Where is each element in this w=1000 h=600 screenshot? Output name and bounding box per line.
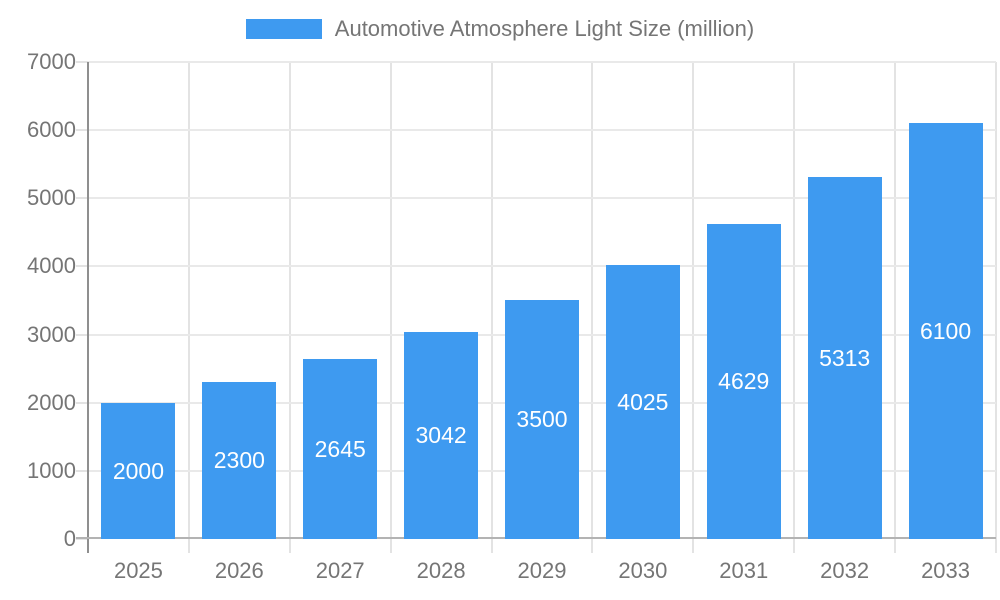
y-axis-label: 4000 [27,253,76,279]
bar: 2645 [303,359,378,539]
v-gridline [995,62,997,553]
y-tick [76,197,88,200]
h-gridline [88,197,996,200]
v-gridline [490,62,493,553]
y-axis-label: 1000 [27,457,76,483]
bar-value-label: 5313 [819,344,871,371]
x-axis-label: 2028 [416,558,466,583]
bar: 5313 [807,177,882,539]
h-gridline [88,61,996,63]
bar-value-label: 3500 [516,406,568,432]
y-axis-label: 6000 [27,117,76,143]
chart-legend: Automotive Atmosphere Light Size (millio… [0,16,1000,42]
y-tick [76,469,88,472]
y-axis-label: 7000 [27,49,76,74]
y-axis-label: 0 [63,526,76,551]
y-tick [76,401,88,404]
legend-label: Automotive Atmosphere Light Size (millio… [334,16,755,41]
bar-value-label: 2000 [112,457,165,484]
bar: 4025 [605,265,680,539]
bar: 3500 [505,300,579,539]
bar-value-label: 6100 [919,317,972,344]
h-gridline [88,265,996,268]
y-tick [76,265,88,268]
x-axis-label: 2027 [315,558,365,583]
v-gridline [288,62,291,553]
y-tick [76,129,88,132]
bar-value-label: 3042 [415,422,467,448]
y-tick [76,538,88,540]
x-axis-label: 2025 [113,558,163,583]
bar: 4629 [706,224,781,539]
x-axis-label: 2032 [820,558,870,583]
bar: 6100 [908,123,983,539]
v-gridline [187,62,190,553]
bar: 2000 [101,403,176,539]
bar: 2300 [202,382,277,539]
bar: 3042 [404,332,479,539]
bar-value-label: 4025 [617,388,669,415]
v-gridline [389,62,392,553]
x-axis-label: 2029 [517,558,567,583]
v-gridline [894,62,897,553]
v-gridline [591,62,594,553]
bar-value-label: 2645 [314,435,366,462]
y-axis-label: 3000 [27,321,76,347]
plot-area: 0 1000 2000 3000 4000 5000 6000 7000 2000 2025 230… [27,50,997,583]
h-gridline [88,129,996,132]
bar-value-label: 4629 [718,368,770,394]
legend-swatch [245,19,322,39]
v-gridline [793,62,796,553]
v-gridline [692,62,695,553]
y-tick [76,61,88,63]
y-axis-line [87,62,89,553]
x-axis-label: 2033 [921,558,971,583]
y-axis-label: 5000 [27,185,76,211]
x-axis-label: 2031 [719,558,769,583]
bar-value-label: 2300 [213,447,265,473]
x-axis-label: 2026 [214,558,264,583]
y-tick [76,333,88,336]
x-axis-label: 2030 [618,558,668,583]
y-axis-label: 2000 [27,389,76,415]
